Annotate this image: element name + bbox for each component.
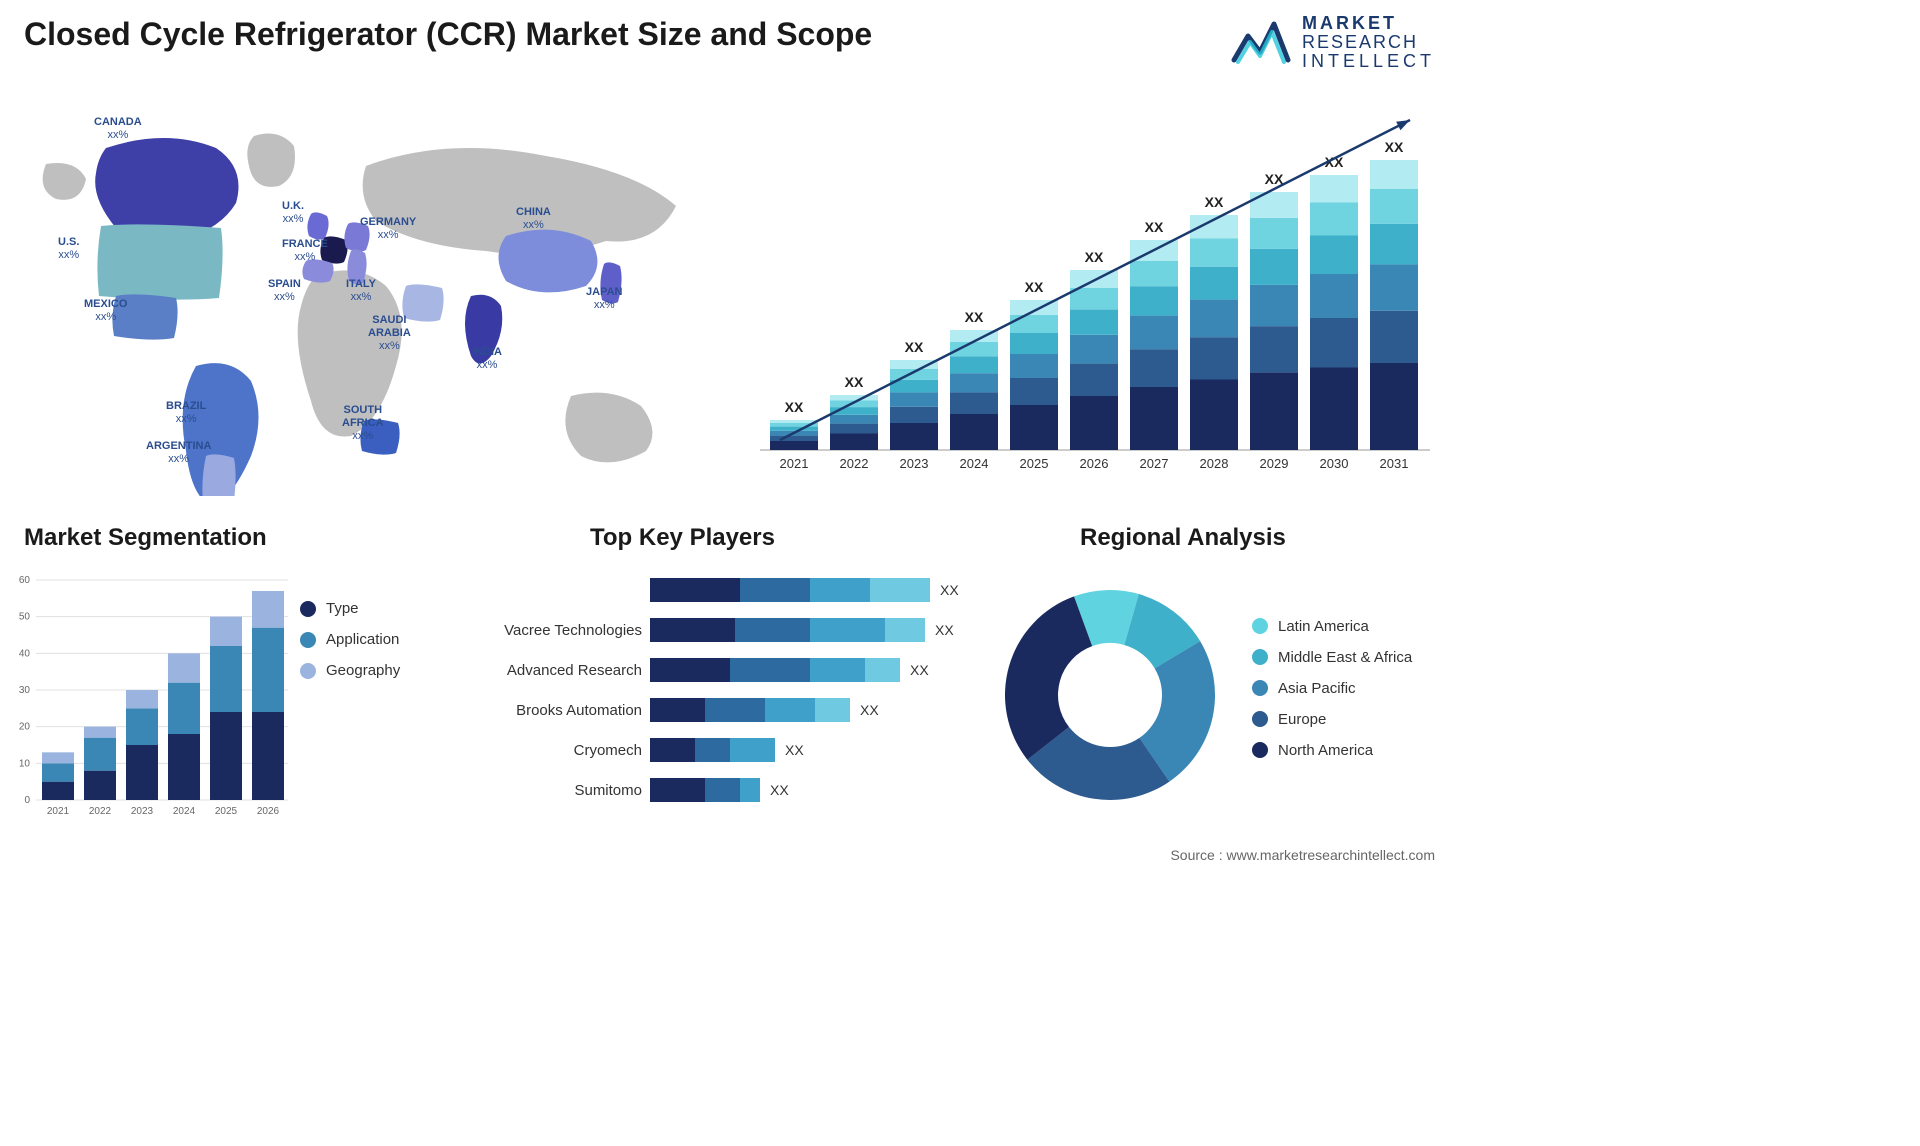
svg-text:2022: 2022: [840, 456, 869, 471]
svg-text:2024: 2024: [960, 456, 989, 471]
key-players-title: Top Key Players: [590, 524, 775, 552]
svg-text:XX: XX: [1145, 219, 1164, 235]
logo-icon: [1230, 16, 1292, 68]
regional-donut: Latin America Middle East & Africa Asia Pa…: [1000, 560, 1440, 830]
svg-text:10: 10: [19, 758, 31, 769]
svg-text:XX: XX: [905, 339, 924, 355]
map-label-brazil: BRAZILxx%: [166, 400, 206, 426]
map-label-france: FRANCExx%: [282, 238, 328, 264]
svg-text:XX: XX: [965, 309, 984, 325]
svg-text:2026: 2026: [1080, 456, 1109, 471]
svg-text:2023: 2023: [131, 806, 154, 817]
map-label-spain: SPAINxx%: [268, 278, 301, 304]
player-row: CryomechXX: [490, 735, 990, 765]
svg-text:2021: 2021: [47, 806, 70, 817]
map-label-japan: JAPANxx%: [586, 286, 622, 312]
svg-text:20: 20: [19, 722, 31, 733]
svg-text:50: 50: [19, 612, 31, 623]
segmentation-svg: 0 10 20 30 40 50 60 2021 2022 2023 2024 2025 2026: [8, 570, 288, 830]
segmentation-title: Market Segmentation: [24, 524, 267, 552]
svg-text:2021: 2021: [780, 456, 809, 471]
seg-legend-item: Geography: [300, 662, 400, 679]
world-map: CANADAxx% U.S.xx% MEXICOxx% BRAZILxx% ARGENT…: [6, 86, 726, 496]
map-label-south-africa: SOUTHAFRICAxx%: [342, 404, 384, 444]
regional-legend-item: Middle East & Africa: [1252, 649, 1412, 666]
regional-legend-item: Europe: [1252, 711, 1412, 728]
svg-text:XX: XX: [845, 374, 864, 390]
svg-text:2023: 2023: [900, 456, 929, 471]
logo-line1: MARKET: [1302, 14, 1435, 33]
svg-text:2024: 2024: [173, 806, 196, 817]
svg-text:XX: XX: [785, 399, 804, 415]
map-label-u-s-: U.S.xx%: [58, 236, 79, 262]
logo-line3: INTELLECT: [1302, 52, 1435, 71]
svg-text:2031: 2031: [1380, 456, 1409, 471]
svg-text:XX: XX: [1025, 279, 1044, 295]
regional-title: Regional Analysis: [1080, 524, 1286, 552]
logo: MARKET RESEARCH INTELLECT: [1230, 14, 1435, 71]
svg-text:XX: XX: [1205, 194, 1224, 210]
page-title: Closed Cycle Refrigerator (CCR) Market S…: [24, 16, 872, 53]
svg-text:2029: 2029: [1260, 456, 1289, 471]
regional-legend-item: Latin America: [1252, 618, 1412, 635]
map-label-china: CHINAxx%: [516, 206, 551, 232]
player-row: Vacree TechnologiesXX: [490, 615, 990, 645]
svg-text:2028: 2028: [1200, 456, 1229, 471]
svg-text:2030: 2030: [1320, 456, 1349, 471]
svg-text:XX: XX: [1385, 139, 1404, 155]
player-row: Advanced ResearchXX: [490, 655, 990, 685]
svg-text:2022: 2022: [89, 806, 112, 817]
map-label-argentina: ARGENTINAxx%: [146, 440, 211, 466]
map-label-india: INDIAxx%: [472, 346, 502, 372]
seg-legend-item: Application: [300, 631, 400, 648]
map-label-u-k-: U.K.xx%: [282, 200, 304, 226]
svg-text:2025: 2025: [215, 806, 238, 817]
svg-text:40: 40: [19, 648, 31, 659]
map-label-canada: CANADAxx%: [94, 116, 142, 142]
map-label-germany: GERMANYxx%: [360, 216, 416, 242]
donut-svg: [1000, 570, 1230, 820]
donut-legend: Latin America Middle East & Africa Asia Pa…: [1252, 618, 1412, 773]
svg-text:2027: 2027: [1140, 456, 1169, 471]
player-row: XX: [490, 575, 990, 605]
player-row: Brooks AutomationXX: [490, 695, 990, 725]
segmentation-legend: Type Application Geography: [300, 600, 400, 693]
regional-legend-item: Asia Pacific: [1252, 680, 1412, 697]
svg-text:60: 60: [19, 575, 31, 586]
map-label-saudi-arabia: SAUDIARABIAxx%: [368, 314, 411, 354]
map-label-mexico: MEXICOxx%: [84, 298, 127, 324]
logo-line2: RESEARCH: [1302, 33, 1435, 52]
svg-text:2026: 2026: [257, 806, 280, 817]
player-row: SumitomoXX: [490, 775, 990, 805]
key-players-chart: XX Vacree TechnologiesXX Advanced Research…: [490, 575, 990, 835]
svg-text:XX: XX: [1085, 249, 1104, 265]
svg-text:30: 30: [19, 685, 31, 696]
growth-chart-svg: XX 2021 XX 2022 XX 2023 XX 2024 XX 2025 XX 2026 XX 20…: [760, 100, 1430, 480]
map-label-italy: ITALYxx%: [346, 278, 376, 304]
seg-legend-item: Type: [300, 600, 400, 617]
svg-text:2025: 2025: [1020, 456, 1049, 471]
regional-legend-item: North America: [1252, 742, 1412, 759]
growth-chart: XX 2021 XX 2022 XX 2023 XX 2024 XX 2025 XX 2026 XX 20…: [760, 100, 1430, 480]
source-text: Source : www.marketresearchintellect.com: [1170, 847, 1435, 863]
svg-text:0: 0: [24, 795, 30, 806]
